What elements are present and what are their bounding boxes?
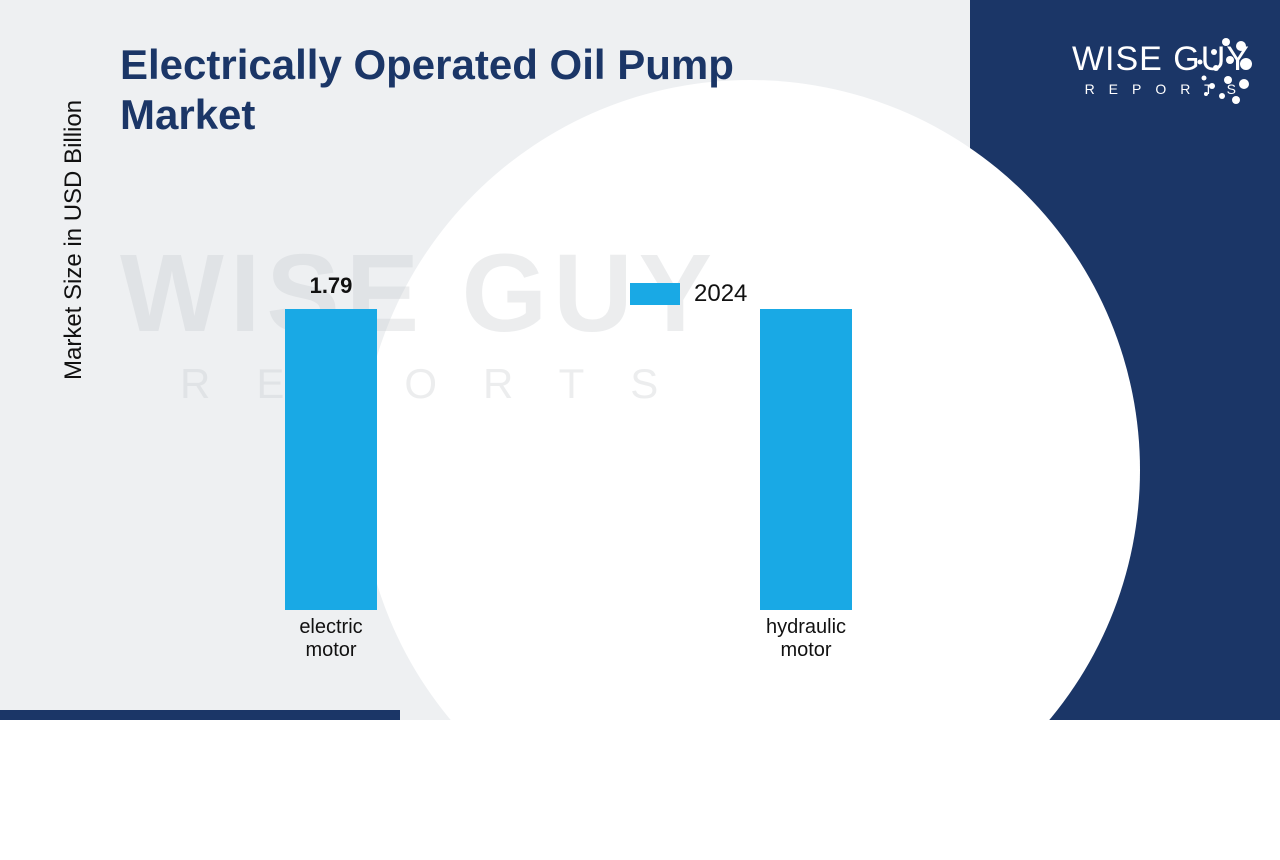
chart-canvas: WISE GUY REPORTS WISE GUY REPORTS Electr…: [0, 0, 1280, 720]
bar-rect: [285, 309, 377, 610]
bar-rect: [760, 309, 852, 610]
bar: 1.79electricmotor: [285, 309, 377, 610]
bottom-accent-bar: [0, 710, 400, 720]
y-axis-label: Market Size in USD Billion: [60, 100, 88, 380]
legend: 2024: [630, 280, 747, 308]
bar-value: 1.79: [231, 273, 431, 299]
chart-title: Electrically Operated Oil Pump Market: [120, 40, 820, 141]
legend-label: 2024: [694, 280, 747, 308]
brand-dots-icon: [1186, 34, 1256, 114]
legend-swatch: [630, 283, 680, 305]
bar-category-label: hydraulicmotor: [706, 616, 906, 662]
plot-area: 2024 1.79electricmotor hydraulicmotor: [120, 180, 950, 650]
bar-category-label: electricmotor: [231, 616, 431, 662]
brand-logo: WISE GUY REPORTS: [1072, 40, 1250, 97]
bar: hydraulicmotor: [760, 309, 852, 610]
